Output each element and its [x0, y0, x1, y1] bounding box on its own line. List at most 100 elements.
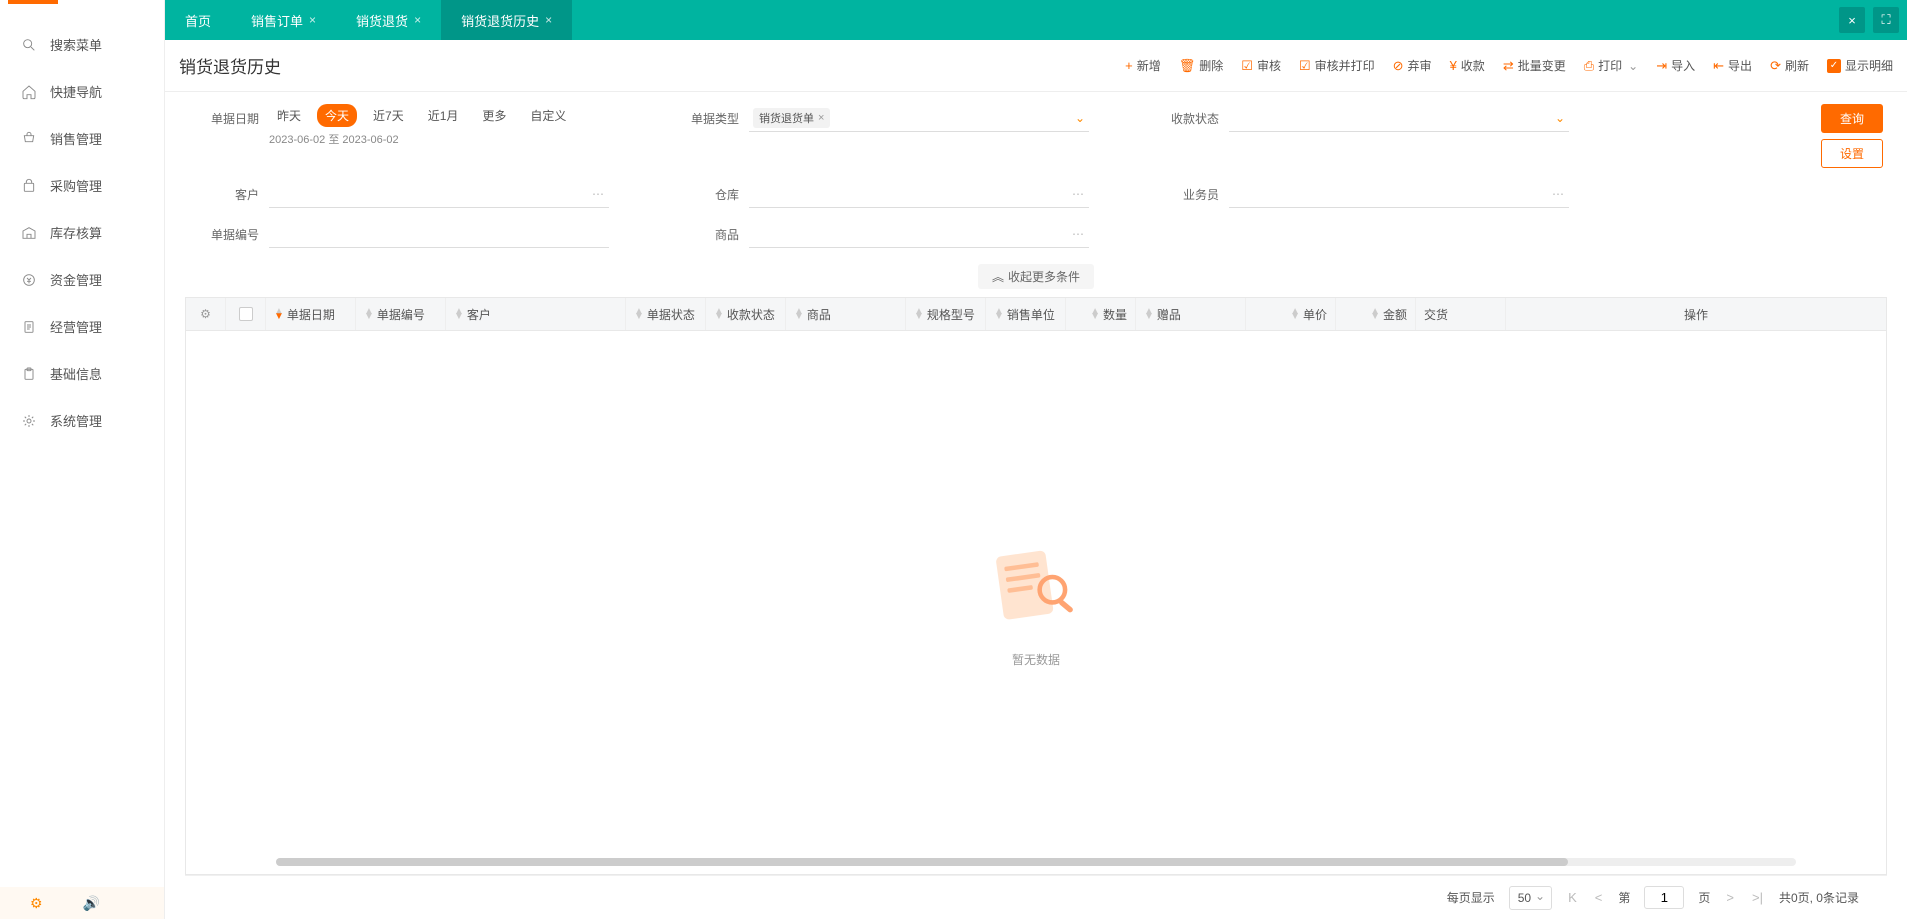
- table-body-empty: 暂无数据: [185, 331, 1887, 875]
- query-button[interactable]: 查询: [1821, 104, 1883, 133]
- check-icon: ☑: [1241, 58, 1253, 74]
- sidebar-item-label: 基础信息: [50, 364, 102, 383]
- empty-state-icon: [981, 537, 1091, 637]
- receive-button[interactable]: ¥收款: [1450, 57, 1485, 74]
- salesman-select[interactable]: ⋯: [1229, 180, 1569, 208]
- export-button[interactable]: ⇤导出: [1713, 57, 1752, 74]
- logo: [8, 0, 58, 4]
- page-header: 销货退货历史 +新增 🗑删除 ☑审核 ☑审核并打印 ⊘弃审 ¥收款 ⇄批量变更 …: [165, 40, 1907, 92]
- date-chip-yesterday[interactable]: 昨天: [269, 104, 309, 127]
- chevron-down-icon: ⌄: [1555, 111, 1565, 125]
- pager-prev-button[interactable]: <: [1593, 890, 1605, 905]
- type-select[interactable]: 销货退货单× ⌄: [749, 104, 1089, 132]
- tab-label: 销货退货: [356, 11, 408, 30]
- collapse-filters-button[interactable]: ︽ 收起更多条件: [978, 264, 1094, 289]
- sidebar-item-label: 资金管理: [50, 270, 102, 289]
- date-chip-today[interactable]: 今天: [317, 104, 357, 127]
- code-input[interactable]: [269, 220, 609, 248]
- th-unit[interactable]: ▲▼销售单位: [986, 298, 1066, 330]
- batch-button[interactable]: ⇄批量变更: [1503, 57, 1566, 74]
- product-select[interactable]: ⋯: [749, 220, 1089, 248]
- date-chip-7d[interactable]: 近7天: [365, 104, 412, 127]
- warehouse-select[interactable]: ⋯: [749, 180, 1089, 208]
- paystatus-select[interactable]: ⌄: [1229, 104, 1569, 132]
- table-header: ⚙ ▲▼单据日期 ▲▼单据编号 ▲▼客户 ▲▼单据状态 ▲▼收款状态 ▲▼商品 …: [185, 297, 1887, 331]
- print-button[interactable]: ⎙打印⌄: [1584, 57, 1638, 74]
- pager: 每页显示 50 K < 第 页 > >| 共0页, 0条记录: [185, 875, 1887, 919]
- audit-button[interactable]: ☑审核: [1241, 57, 1281, 74]
- cart-icon: [20, 130, 38, 148]
- th-operation: 操作: [1506, 298, 1886, 330]
- date-chip-more[interactable]: 更多: [474, 104, 514, 127]
- sidebar-footer: ⚙ 🔊: [0, 887, 164, 919]
- sidebar-item-basedata[interactable]: 基础信息: [0, 350, 164, 397]
- sidebar-item-sales[interactable]: 销售管理: [0, 115, 164, 162]
- import-button[interactable]: ⇥导入: [1656, 57, 1695, 74]
- close-icon[interactable]: ×: [309, 13, 316, 27]
- refresh-button[interactable]: ⟳刷新: [1770, 57, 1809, 74]
- sound-icon[interactable]: 🔊: [83, 895, 100, 912]
- per-page-select[interactable]: 50: [1509, 886, 1552, 910]
- th-docstatus[interactable]: ▲▼单据状态: [626, 298, 706, 330]
- page-input[interactable]: [1644, 886, 1684, 909]
- tag-remove-icon[interactable]: ×: [818, 112, 824, 124]
- salesman-label: 业务员: [1149, 180, 1219, 203]
- chevron-up-icon: ︽: [992, 268, 1004, 285]
- customer-label: 客户: [189, 180, 259, 203]
- th-price[interactable]: ▲▼单价: [1246, 298, 1336, 330]
- pager-next-button[interactable]: >: [1724, 890, 1736, 905]
- delete-button[interactable]: 🗑删除: [1179, 57, 1224, 74]
- sidebar-item-search[interactable]: 搜索菜单: [0, 21, 164, 68]
- horizontal-scrollbar[interactable]: [276, 858, 1796, 866]
- select-all-checkbox[interactable]: [226, 298, 266, 330]
- more-icon: ⋯: [1072, 187, 1085, 201]
- pager-last-button[interactable]: >|: [1750, 890, 1765, 905]
- sidebar: 搜索菜单 快捷导航 销售管理 采购管理 库存核算 资金管理: [0, 0, 165, 919]
- product-label: 商品: [669, 220, 739, 243]
- tab-sales-return-history[interactable]: 销货退货历史×: [441, 0, 572, 40]
- warehouse-icon: [20, 224, 38, 242]
- sidebar-item-label: 库存核算: [50, 223, 102, 242]
- sidebar-item-quicknav[interactable]: 快捷导航: [0, 68, 164, 115]
- th-code[interactable]: ▲▼单据编号: [356, 298, 446, 330]
- show-detail-toggle[interactable]: ✓显示明细: [1827, 57, 1893, 74]
- paystatus-label: 收款状态: [1149, 104, 1219, 127]
- sidebar-item-label: 采购管理: [50, 176, 102, 195]
- close-icon[interactable]: ×: [545, 13, 552, 27]
- unaudit-button[interactable]: ⊘弃审: [1393, 57, 1432, 74]
- fullscreen-button[interactable]: ⛶: [1873, 7, 1899, 33]
- th-spec[interactable]: ▲▼规格型号: [906, 298, 986, 330]
- data-table: ⚙ ▲▼单据日期 ▲▼单据编号 ▲▼客户 ▲▼单据状态 ▲▼收款状态 ▲▼商品 …: [185, 297, 1887, 875]
- th-amount[interactable]: ▲▼金额: [1336, 298, 1416, 330]
- sidebar-item-operation[interactable]: 经营管理: [0, 303, 164, 350]
- refresh-icon: ⟳: [1770, 58, 1781, 74]
- date-chip-1m[interactable]: 近1月: [420, 104, 467, 127]
- th-paystatus[interactable]: ▲▼收款状态: [706, 298, 786, 330]
- sidebar-item-system[interactable]: 系统管理: [0, 397, 164, 444]
- tab-sales-order[interactable]: 销售订单×: [231, 0, 336, 40]
- settings-button[interactable]: 设置: [1821, 139, 1883, 168]
- date-chip-custom[interactable]: 自定义: [522, 104, 574, 127]
- th-gift[interactable]: ▲▼赠品: [1136, 298, 1246, 330]
- column-settings-button[interactable]: ⚙: [186, 298, 226, 330]
- chevron-down-icon: ⌄: [1628, 59, 1638, 73]
- close-all-tabs-button[interactable]: ×: [1839, 7, 1865, 33]
- th-product[interactable]: ▲▼商品: [786, 298, 906, 330]
- th-customer[interactable]: ▲▼客户: [446, 298, 626, 330]
- th-date[interactable]: ▲▼单据日期: [266, 298, 356, 330]
- check-print-icon: ☑: [1299, 58, 1311, 74]
- close-icon[interactable]: ×: [414, 13, 421, 27]
- customer-select[interactable]: ⋯: [269, 180, 609, 208]
- tab-sales-return[interactable]: 销货退货 ×: [336, 0, 441, 40]
- sidebar-item-purchase[interactable]: 采购管理: [0, 162, 164, 209]
- sidebar-item-finance[interactable]: 资金管理: [0, 256, 164, 303]
- sidebar-item-inventory[interactable]: 库存核算: [0, 209, 164, 256]
- type-tag: 销货退货单×: [753, 108, 830, 128]
- settings-icon[interactable]: ⚙: [30, 895, 43, 912]
- pager-first-button[interactable]: K: [1566, 890, 1579, 905]
- audit-print-button[interactable]: ☑审核并打印: [1299, 57, 1375, 74]
- new-button[interactable]: +新增: [1125, 57, 1161, 74]
- th-delivery[interactable]: 交货: [1416, 298, 1506, 330]
- tab-home[interactable]: 首页: [165, 0, 231, 40]
- th-qty[interactable]: ▲▼数量: [1066, 298, 1136, 330]
